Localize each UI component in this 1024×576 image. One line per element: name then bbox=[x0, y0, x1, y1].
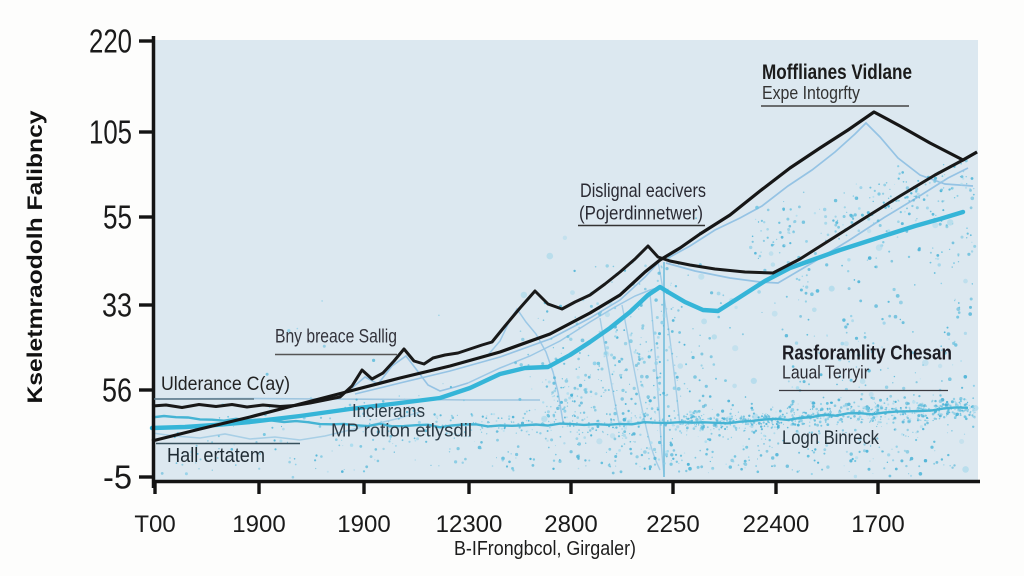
svg-text:1700: 1700 bbox=[851, 511, 904, 538]
svg-text:Hall ertatem: Hall ertatem bbox=[167, 444, 265, 467]
svg-text:Dislignal eacivers: Dislignal eacivers bbox=[580, 180, 706, 202]
svg-text:55: 55 bbox=[103, 199, 132, 236]
svg-text:1900: 1900 bbox=[337, 511, 390, 538]
svg-text:Bny breace Sallig: Bny breace Sallig bbox=[275, 327, 397, 348]
svg-text:MP rotion etlysdil: MP rotion etlysdil bbox=[331, 420, 472, 441]
svg-text:Laual Terryir: Laual Terryir bbox=[782, 363, 869, 383]
svg-text:-5: -5 bbox=[103, 459, 132, 496]
svg-text:33: 33 bbox=[102, 287, 132, 324]
svg-text:220: 220 bbox=[89, 23, 132, 60]
svg-text:2250: 2250 bbox=[646, 511, 699, 538]
svg-text:(Pojerdinnetwer): (Pojerdinnetwer) bbox=[579, 203, 703, 225]
svg-text:Kseletmraodolh Falibncy: Kseletmraodolh Falibncy bbox=[24, 110, 47, 403]
svg-text:12300: 12300 bbox=[436, 511, 503, 538]
svg-text:B-IFrongbcol, Girgaler): B-IFrongbcol, Girgaler) bbox=[454, 538, 636, 560]
svg-text:Ulderance C(ay): Ulderance C(ay) bbox=[161, 373, 290, 395]
svg-text:22400: 22400 bbox=[743, 511, 810, 538]
svg-text:Mofflianes Vidlane: Mofflianes Vidlane bbox=[762, 61, 912, 84]
svg-text:T00: T00 bbox=[134, 511, 175, 538]
svg-text:Logn Binreck: Logn Binreck bbox=[782, 427, 879, 449]
svg-text:56: 56 bbox=[102, 372, 132, 409]
svg-text:Inclerams: Inclerams bbox=[352, 400, 425, 421]
svg-text:2800: 2800 bbox=[544, 511, 597, 538]
svg-text:1900: 1900 bbox=[232, 511, 285, 538]
svg-text:Rasforamlity Chesan: Rasforamlity Chesan bbox=[782, 343, 952, 365]
svg-text:Expe Intogrfty: Expe Intogrfty bbox=[762, 83, 860, 103]
svg-text:105: 105 bbox=[89, 114, 132, 151]
